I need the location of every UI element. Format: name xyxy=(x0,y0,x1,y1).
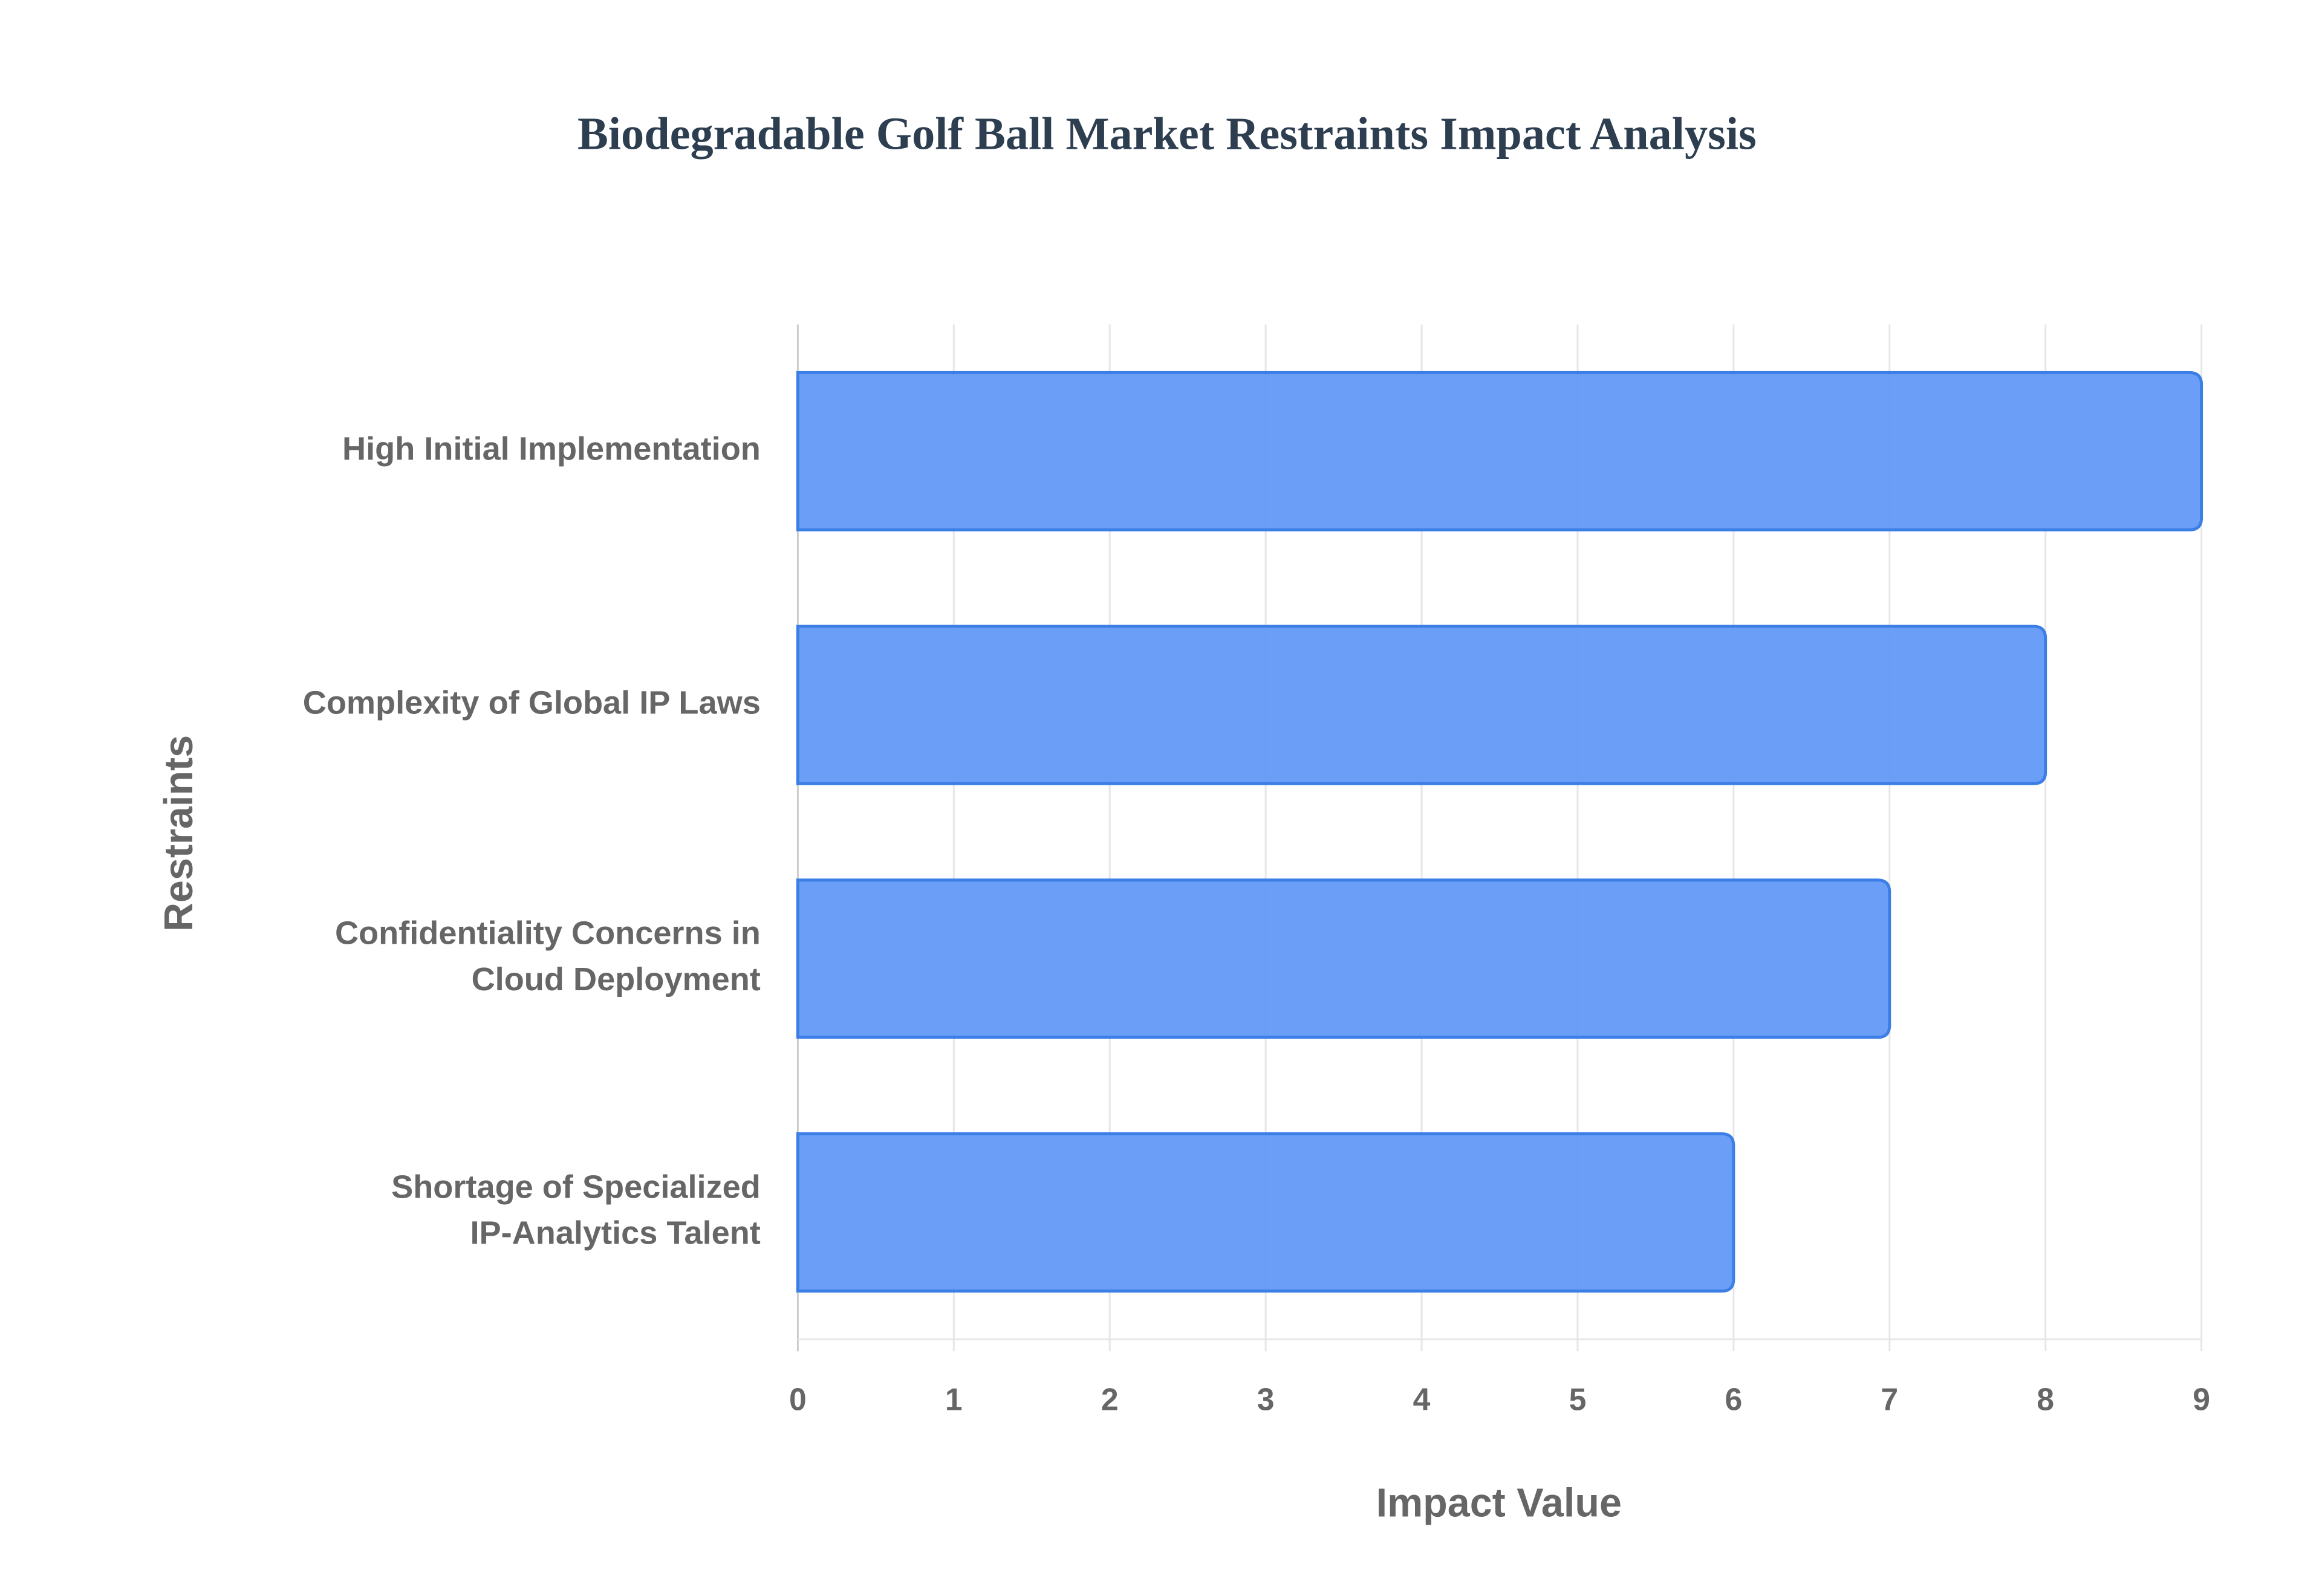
x-tick-label: 7 xyxy=(1881,1381,1898,1416)
chart-title: Biodegradable Golf Ball Market Restraint… xyxy=(577,108,1757,159)
x-tick-label: 3 xyxy=(1257,1381,1275,1416)
x-tick-label: 4 xyxy=(1413,1381,1431,1416)
x-tick-label: 8 xyxy=(2037,1381,2054,1416)
x-tick-label: 1 xyxy=(945,1381,963,1416)
x-axis-title: Impact Value xyxy=(1376,1481,1622,1526)
x-tick-label: 6 xyxy=(1725,1381,1742,1416)
x-tick-label: 9 xyxy=(2193,1381,2210,1416)
y-tick-label: Confidentiality Concerns in Cloud Deploym… xyxy=(335,915,761,997)
y-tick-label: High Initial Implementation xyxy=(342,431,761,467)
x-tick-label: 2 xyxy=(1101,1381,1119,1416)
y-tick-label: Shortage of Specialized IP-Analytics Tale… xyxy=(391,1169,761,1251)
y-tick-label: Complexity of Global IP Laws xyxy=(303,684,761,721)
x-tick-label: 5 xyxy=(1569,1381,1587,1416)
bar xyxy=(796,624,2047,785)
x-tick-label: 0 xyxy=(789,1381,807,1416)
bar xyxy=(796,371,2203,532)
bar xyxy=(796,1132,1735,1293)
y-axis-title: Restraints xyxy=(157,735,201,932)
bar xyxy=(796,878,1891,1039)
